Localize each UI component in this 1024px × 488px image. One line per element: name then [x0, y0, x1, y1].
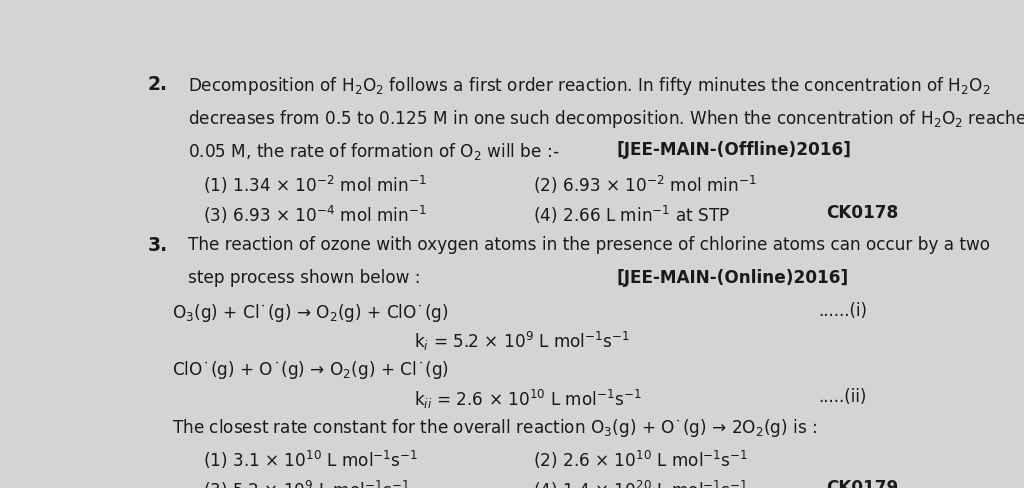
Text: [JEE-MAIN-(Offline)2016]: [JEE-MAIN-(Offline)2016]	[616, 141, 851, 159]
Text: ClO˙(g) + O˙(g) → O$_2$(g) + Cl˙(g): ClO˙(g) + O˙(g) → O$_2$(g) + Cl˙(g)	[172, 359, 449, 381]
Text: k$_{ii}$ = 2.6 × 10$^{10}$ L mol$^{-1}$s$^{-1}$: k$_{ii}$ = 2.6 × 10$^{10}$ L mol$^{-1}$s…	[414, 388, 641, 411]
Text: (4) 1.4 × 10$^{20}$ L mol$^{-1}$s$^{-1}$: (4) 1.4 × 10$^{20}$ L mol$^{-1}$s$^{-1}$	[532, 479, 748, 488]
Text: 2.: 2.	[147, 76, 168, 95]
Text: The reaction of ozone with oxygen atoms in the presence of chlorine atoms can oc: The reaction of ozone with oxygen atoms …	[187, 236, 989, 254]
Text: [JEE-MAIN-(Online)2016]: [JEE-MAIN-(Online)2016]	[616, 269, 848, 287]
Text: (1) 1.34 × 10$^{-2}$ mol min$^{-1}$: (1) 1.34 × 10$^{-2}$ mol min$^{-1}$	[204, 174, 427, 196]
Text: 3.: 3.	[147, 236, 168, 255]
Text: Decomposition of H$_2$O$_2$ follows a first order reaction. In fifty minutes the: Decomposition of H$_2$O$_2$ follows a fi…	[187, 76, 990, 98]
Text: ......(i): ......(i)	[818, 302, 867, 320]
Text: step process shown below :: step process shown below :	[187, 269, 420, 287]
Text: (2) 2.6 × 10$^{10}$ L mol$^{-1}$s$^{-1}$: (2) 2.6 × 10$^{10}$ L mol$^{-1}$s$^{-1}$	[532, 448, 748, 471]
Text: CK0179: CK0179	[826, 479, 899, 488]
Text: (3) 5.2 × 10$^9$ L mol$^{-1}$s$^{-1}$: (3) 5.2 × 10$^9$ L mol$^{-1}$s$^{-1}$	[204, 479, 411, 488]
Text: decreases from 0.5 to 0.125 M in one such decomposition. When the concentration : decreases from 0.5 to 0.125 M in one suc…	[187, 108, 1024, 130]
Text: (1) 3.1 × 10$^{10}$ L mol$^{-1}$s$^{-1}$: (1) 3.1 × 10$^{10}$ L mol$^{-1}$s$^{-1}$	[204, 448, 419, 471]
Text: CK0178: CK0178	[826, 203, 899, 222]
Text: (3) 6.93 × 10$^{-4}$ mol min$^{-1}$: (3) 6.93 × 10$^{-4}$ mol min$^{-1}$	[204, 203, 427, 226]
Text: k$_i$ = 5.2 × 10$^9$ L mol$^{-1}$s$^{-1}$: k$_i$ = 5.2 × 10$^9$ L mol$^{-1}$s$^{-1}…	[414, 330, 630, 353]
Text: O$_3$(g) + Cl˙(g) → O$_2$(g) + ClO˙(g): O$_3$(g) + Cl˙(g) → O$_2$(g) + ClO˙(g)	[172, 302, 449, 324]
Text: 0.05 M, the rate of formation of O$_2$ will be :-: 0.05 M, the rate of formation of O$_2$ w…	[187, 141, 559, 162]
Text: (2) 6.93 × 10$^{-2}$ mol min$^{-1}$: (2) 6.93 × 10$^{-2}$ mol min$^{-1}$	[532, 174, 757, 196]
Text: (4) 2.66 L min$^{-1}$ at STP: (4) 2.66 L min$^{-1}$ at STP	[532, 203, 730, 226]
Text: .....(ii): .....(ii)	[818, 388, 866, 406]
Text: The closest rate constant for the overall reaction O$_3$(g) + O˙(g) → 2O$_2$(g) : The closest rate constant for the overal…	[172, 417, 817, 439]
